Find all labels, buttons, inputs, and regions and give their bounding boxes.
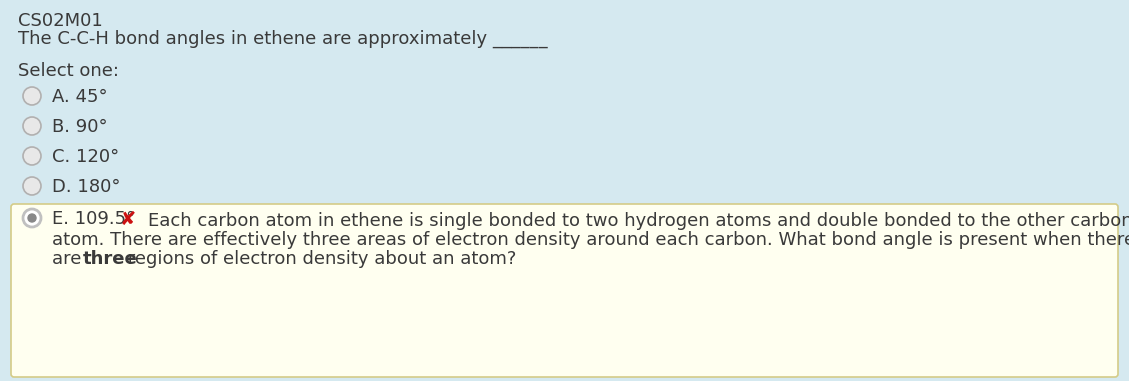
Text: A. 45°: A. 45° — [52, 88, 107, 106]
Text: E. 109.5°: E. 109.5° — [52, 210, 135, 228]
Text: ✘: ✘ — [120, 210, 137, 229]
FancyBboxPatch shape — [11, 204, 1118, 377]
Circle shape — [23, 177, 41, 195]
Circle shape — [23, 147, 41, 165]
Text: regions of electron density about an atom?: regions of electron density about an ato… — [122, 250, 517, 268]
Text: The C-C-H bond angles in ethene are approximately ______: The C-C-H bond angles in ethene are appr… — [18, 30, 548, 48]
Text: B. 90°: B. 90° — [52, 118, 107, 136]
Text: D. 180°: D. 180° — [52, 178, 121, 196]
Circle shape — [23, 209, 41, 227]
Text: atom. There are effectively three areas of electron density around each carbon. : atom. There are effectively three areas … — [52, 231, 1129, 249]
Text: CS02M01: CS02M01 — [18, 12, 103, 30]
Circle shape — [28, 214, 36, 222]
Text: three: three — [84, 250, 138, 268]
Text: Each carbon atom in ethene is single bonded to two hydrogen atoms and double bon: Each carbon atom in ethene is single bon… — [148, 212, 1129, 230]
Text: C. 120°: C. 120° — [52, 148, 120, 166]
Circle shape — [23, 117, 41, 135]
Text: Select one:: Select one: — [18, 62, 119, 80]
Circle shape — [23, 87, 41, 105]
Text: are: are — [52, 250, 87, 268]
